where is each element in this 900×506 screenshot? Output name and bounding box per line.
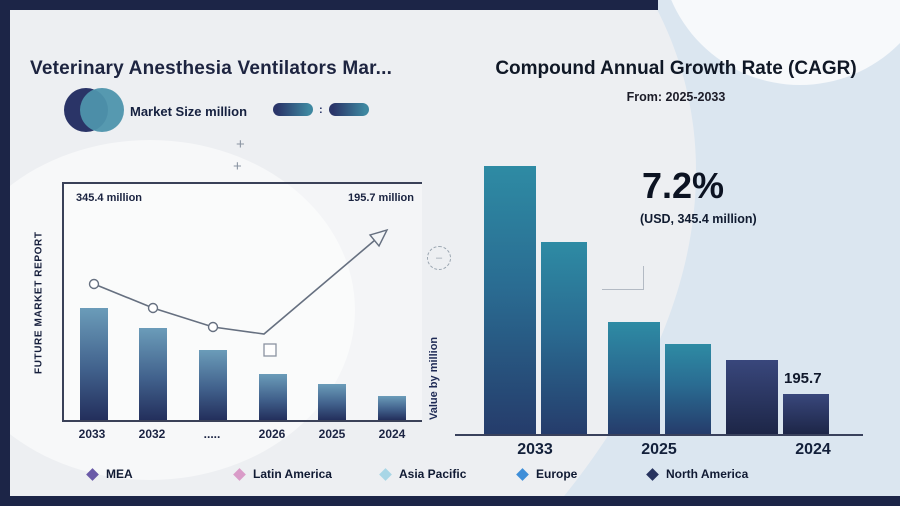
legend-label: MEA	[106, 467, 133, 481]
pill-icon	[328, 103, 369, 116]
two-tone-sphere-icon	[64, 88, 124, 134]
cagr-bar-2033-series-b	[541, 242, 587, 434]
left-bar-2026	[258, 374, 287, 420]
plus-decoration: +	[236, 136, 245, 153]
market-size-legend: Market Size million	[64, 88, 247, 134]
left-chart-bars	[64, 182, 422, 420]
frame-bottom-bar	[0, 496, 900, 506]
cagr-subtitle: From: 2025-2033	[626, 90, 726, 104]
cagr-bar-2024-series-b	[783, 394, 829, 434]
left-bar-slot	[185, 350, 241, 420]
cagr-title: Compound Annual Growth Rate (CAGR)	[495, 58, 857, 79]
x-label-2024: 2024	[378, 427, 406, 441]
cagr-x-label-2024: 2024	[795, 441, 831, 458]
cagr-bar-2025-series-a	[608, 322, 660, 434]
cagr-x-label-2025: 2025	[641, 441, 677, 458]
diamond-icon	[233, 467, 246, 481]
annotation-345-million: 345.4 million	[76, 192, 143, 204]
left-bar-slot	[245, 374, 301, 420]
cagr-x-label-2033: 2033	[517, 441, 553, 458]
legend-label: Asia Pacific	[399, 467, 467, 481]
bar-group-2025	[608, 322, 711, 434]
pill-colon: :	[319, 103, 323, 116]
left-bar-slot	[125, 328, 181, 420]
cagr-chart	[468, 160, 860, 434]
left-bar-slot	[364, 396, 420, 420]
market-size-legend-label: Market Size million	[130, 103, 248, 119]
bar-group-2024	[726, 360, 829, 434]
legend-item-latin-america: Latin America	[233, 462, 332, 486]
left-chart-title: Veterinary Anesthesia Ventilators Mar...	[30, 58, 393, 79]
region-legend: MEA Latin America Asia Pacific Europe North …	[0, 462, 900, 486]
cagr-bar-2024-series-a	[726, 360, 778, 434]
x-label-2033: 2033	[78, 427, 106, 441]
legend-item-asia-pacific: Asia Pacific	[379, 462, 467, 486]
left-bar-2033	[79, 308, 108, 420]
value-by-million-label: Value by million	[428, 336, 440, 420]
legend-item-north-america: North America	[646, 462, 749, 486]
annotation-195-million: 195.7 million	[347, 192, 414, 204]
frame-top-bar	[0, 0, 658, 10]
pill-icon	[273, 103, 313, 116]
cagr-bar-2033-series-a	[484, 166, 536, 434]
left-bar-2032	[139, 328, 168, 420]
cagr-bar-2025-series-b	[665, 344, 711, 434]
left-bar-slot	[66, 308, 122, 420]
left-bar-2024	[378, 396, 407, 420]
diamond-icon	[379, 467, 392, 481]
bar-group-2033	[484, 166, 587, 434]
market-size-chart: 345.4 million 195.7 million	[62, 182, 422, 422]
diamond-icon	[646, 467, 659, 481]
bar-value-195-label: 195.7	[784, 370, 822, 387]
diamond-icon	[86, 467, 99, 481]
legend-item-europe: Europe	[516, 462, 578, 486]
left-bar-slot	[304, 384, 360, 420]
left-bar-.....	[199, 350, 228, 420]
legend-item-mea: MEA	[86, 462, 133, 486]
future-market-report-label: FUTURE MARKET REPORT	[33, 231, 45, 375]
left-bar-2025	[318, 384, 347, 420]
legend-label: Latin America	[253, 467, 332, 481]
frame-left-bar	[0, 0, 10, 506]
x-label-2025: 2025	[318, 427, 346, 441]
sphere-teal-half	[80, 88, 124, 132]
cagr-usd-caption: (USD, 345.4 million)	[640, 212, 757, 226]
x-label-2026: 2026	[258, 427, 286, 441]
pill-decoration-group: :	[273, 103, 369, 116]
diamond-icon	[516, 467, 529, 481]
corner-bracket-decoration	[602, 266, 644, 290]
left-chart-x-axis: 2033 2032 ..... 2026 2025 2024	[62, 427, 422, 441]
cagr-chart-baseline	[455, 434, 863, 436]
legend-label: North America	[666, 467, 749, 481]
dashed-circle-icon: –	[427, 246, 451, 270]
x-label-2032: 2032	[138, 427, 166, 441]
legend-label: Europe	[536, 467, 578, 481]
x-label-ellipsis: .....	[203, 427, 221, 441]
cagr-percentage: 7.2%	[642, 165, 725, 206]
plus-decoration: +	[233, 158, 242, 175]
